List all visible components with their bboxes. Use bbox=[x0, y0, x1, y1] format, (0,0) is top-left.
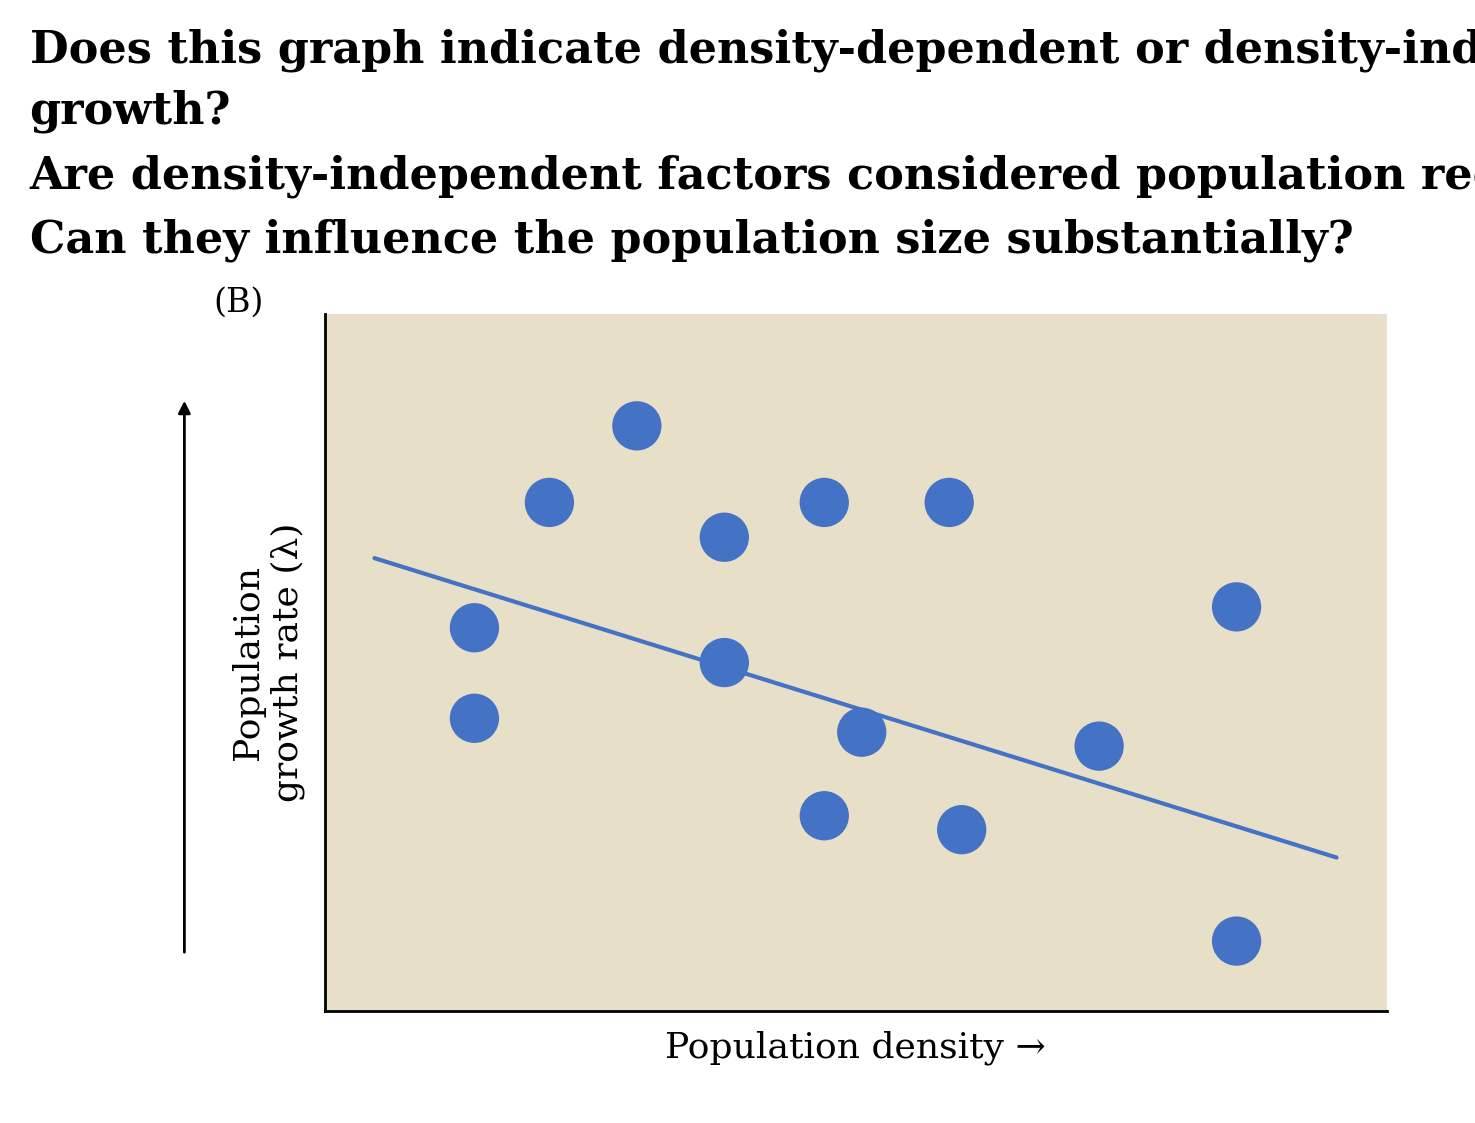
Point bbox=[625, 417, 649, 435]
Text: (B): (B) bbox=[214, 286, 264, 318]
Text: Can they influence the population size substantially?: Can they influence the population size s… bbox=[30, 219, 1353, 263]
Point bbox=[850, 723, 873, 741]
Point bbox=[813, 493, 836, 511]
Point bbox=[950, 821, 974, 839]
Point bbox=[463, 710, 487, 728]
Point bbox=[813, 806, 836, 824]
Point bbox=[712, 528, 736, 546]
Text: Does this graph indicate density-dependent or density-independent: Does this graph indicate density-depende… bbox=[30, 28, 1475, 72]
Point bbox=[712, 654, 736, 672]
Point bbox=[463, 619, 487, 637]
Text: Are density-independent factors considered population regulators?: Are density-independent factors consider… bbox=[30, 155, 1475, 199]
Text: growth?: growth? bbox=[30, 90, 232, 134]
Point bbox=[537, 493, 560, 511]
X-axis label: Population density →: Population density → bbox=[665, 1030, 1046, 1065]
Point bbox=[1087, 737, 1111, 755]
Point bbox=[1224, 932, 1248, 950]
Point bbox=[938, 493, 962, 511]
Point bbox=[1224, 597, 1248, 615]
Y-axis label: Population
growth rate (λ): Population growth rate (λ) bbox=[232, 523, 305, 802]
